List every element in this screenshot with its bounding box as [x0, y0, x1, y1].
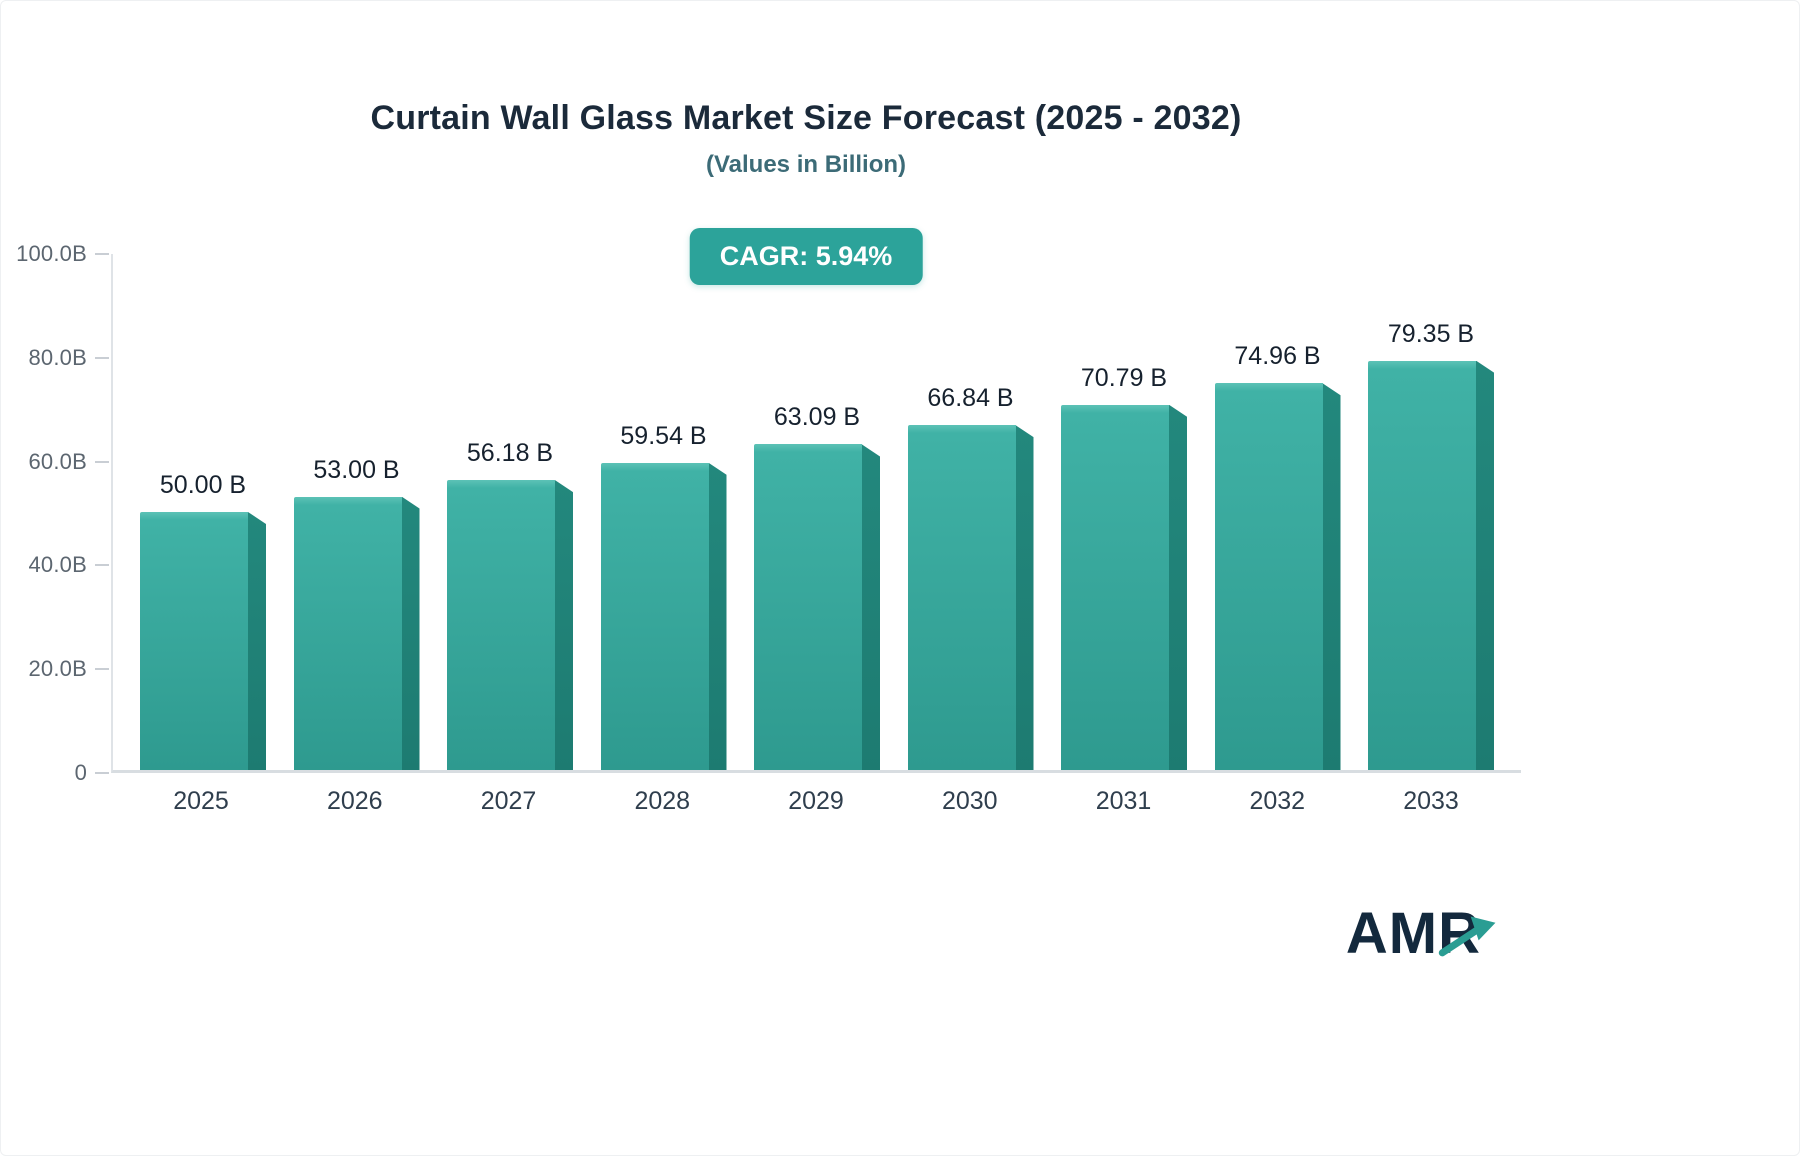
bar-face: [1061, 404, 1169, 770]
chart-title: Curtain Wall Glass Market Size Forecast …: [370, 99, 1242, 137]
bar-slot: 50.00 B: [139, 254, 267, 770]
bar: 59.54 B: [600, 422, 727, 770]
bar-side-face: [708, 462, 727, 770]
x-axis-label: 2027: [480, 787, 537, 815]
bar-face: [447, 480, 555, 770]
bar-face: [140, 512, 248, 770]
bar: 70.79 B: [1061, 364, 1187, 770]
bar-side-face: [1015, 425, 1034, 770]
y-tick-label: 60.0B: [28, 448, 87, 474]
x-axis-label: 2030: [941, 787, 998, 815]
bar-slot: 66.84 B: [907, 254, 1035, 770]
bar-value-label: 63.09 B: [773, 403, 861, 432]
bar-value-label: 79.35 B: [1387, 319, 1475, 348]
y-tick: 40.0B: [28, 552, 109, 578]
bar-value-label: 70.79 B: [1080, 363, 1168, 392]
bar-slot: 74.96 B: [1214, 254, 1342, 770]
y-tick-label: 0: [74, 760, 87, 785]
bar-side-face: [555, 480, 573, 770]
bar-slot: 53.00 B: [293, 254, 421, 770]
brand-logo: AMR: [1346, 905, 1496, 963]
bar: 74.96 B: [1214, 342, 1341, 770]
y-tick-label: 20.0B: [28, 656, 87, 682]
bar-value-label: 50.00 B: [159, 471, 247, 499]
chart-subtitle: (Values in Billion): [705, 151, 907, 178]
bar-face: [1214, 383, 1323, 770]
y-tick-mark: [95, 356, 109, 359]
x-axis-label: 2032: [1249, 787, 1306, 815]
bar-face: [1368, 360, 1476, 770]
bar-face: [907, 425, 1016, 770]
x-axis-label: 2028: [634, 787, 691, 815]
y-tick-mark: [95, 460, 109, 463]
y-tick-mark: [95, 668, 109, 671]
bar-side-face: [401, 496, 420, 770]
bar-slot: 70.79 B: [1060, 254, 1188, 770]
y-tick: 0: [75, 760, 109, 786]
y-tick-label: 80.0B: [28, 344, 87, 370]
growth-arrow-icon: [1438, 916, 1496, 957]
bar: 79.35 B: [1368, 320, 1494, 770]
x-axis-label: 2025: [173, 787, 229, 815]
bar-value-label: 74.96 B: [1234, 342, 1321, 371]
bar-face: [293, 496, 402, 770]
x-axis-label: 2033: [1403, 787, 1459, 815]
bar-face: [754, 444, 862, 770]
y-axis: 100.0B 80.0B 60.0B 40.0B 20.0B 0: [1, 241, 109, 785]
bar: 66.84 B: [907, 384, 1034, 770]
x-axis-label: 2026: [326, 787, 383, 815]
y-tick: 60.0B: [28, 448, 109, 475]
bar: 56.18 B: [447, 439, 573, 770]
bar-value-label: 66.84 B: [927, 384, 1014, 413]
bar-side-face: [248, 512, 266, 770]
bar: 63.09 B: [754, 403, 880, 770]
bar-side-face: [1169, 404, 1187, 770]
cagr-badge: CAGR: 5.94%: [689, 228, 923, 285]
bar-face: [600, 462, 709, 770]
bar: 50.00 B: [140, 471, 266, 770]
y-tick-mark: [95, 772, 109, 774]
x-axis-label: 2031: [1095, 787, 1152, 815]
bar-slot: 79.35 B: [1367, 254, 1495, 770]
x-axis-labels: 2025 2026 2027 2028 2029 2030 2031 2032 2033: [111, 787, 1521, 816]
bar-side-face: [1476, 360, 1494, 770]
brand-logo-text: AMR: [1345, 901, 1481, 966]
y-tick: 20.0B: [28, 656, 109, 682]
y-tick-label: 100.0B: [16, 241, 87, 266]
bar-slot: 56.18 B: [446, 254, 574, 770]
bar-slot: 63.09 B: [753, 254, 881, 770]
y-tick-label: 40.0B: [28, 552, 87, 578]
x-axis-label: 2029: [788, 787, 844, 815]
bar-value-label: 53.00 B: [313, 455, 400, 484]
plot-area: 50.00 B 53.00 B 56.18 B 59.54 B 63.09 B 66.84…: [111, 254, 1521, 773]
y-tick: 100.0B: [16, 241, 109, 267]
bar: 53.00 B: [293, 456, 420, 770]
bar-value-label: 59.54 B: [620, 421, 707, 450]
bar-slot: 59.54 B: [600, 254, 728, 770]
bar-side-face: [862, 444, 880, 770]
y-tick-mark: [95, 253, 109, 255]
bar-side-face: [1322, 383, 1341, 770]
bars-row: 50.00 B 53.00 B 56.18 B 59.54 B 63.09 B 66.84…: [113, 254, 1521, 770]
y-tick: 80.0B: [28, 344, 109, 371]
y-tick-mark: [95, 564, 109, 567]
bar-value-label: 56.18 B: [466, 439, 554, 468]
